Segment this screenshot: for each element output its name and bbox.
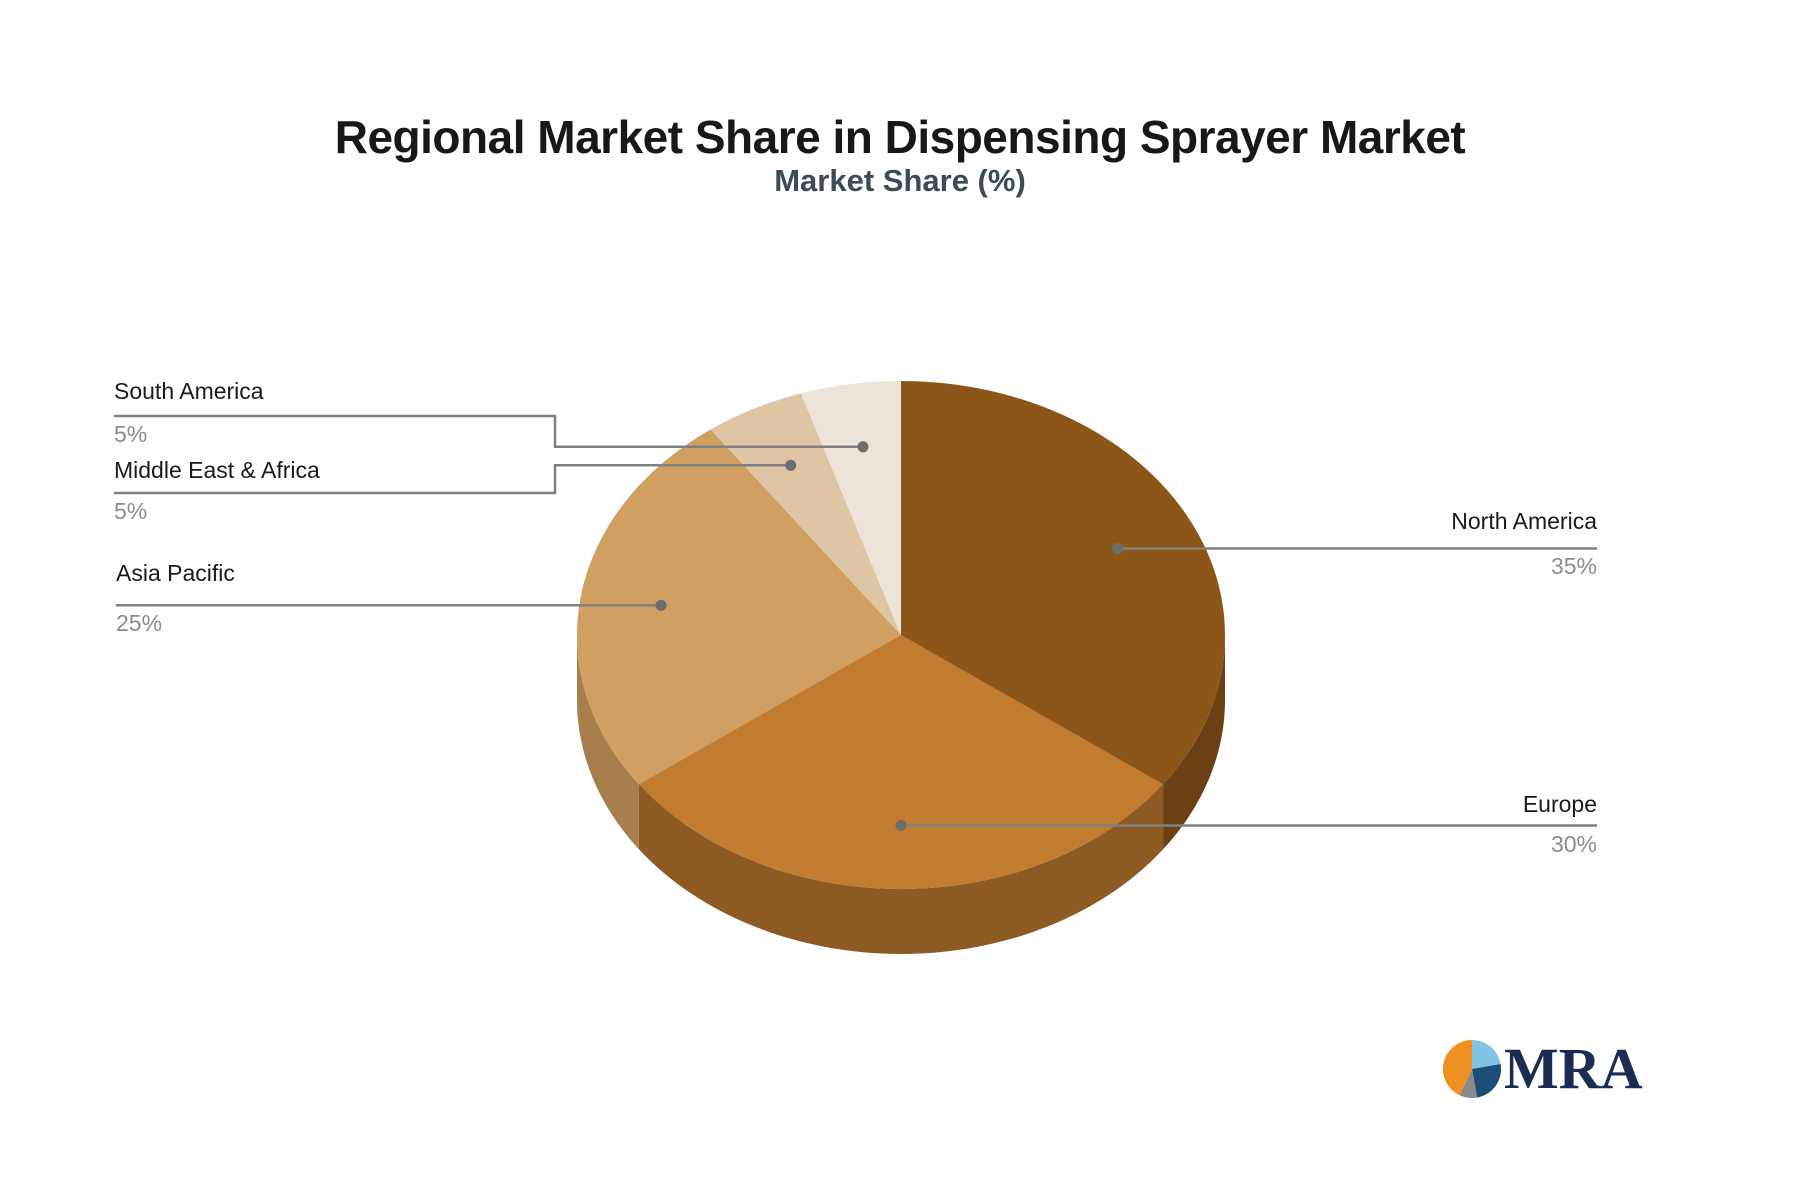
logo-wedge-gray — [1459, 1069, 1477, 1098]
slice-label-north-america: North America — [1451, 508, 1597, 534]
pie-slice-south-america[interactable] — [800, 380, 901, 635]
callout-line-south-america — [114, 414, 863, 449]
slice-value-south-america: 5% — [114, 421, 148, 447]
callout-south-america: South America 5% — [114, 378, 264, 448]
mra-logo: MRA — [1443, 1038, 1643, 1100]
slice-label-europe: Europe — [1522, 791, 1597, 817]
callout-dot-europe — [895, 820, 907, 831]
logo-wedge-orange — [1443, 1040, 1472, 1096]
pie-side-north-america — [1163, 635, 1225, 850]
pie-logo-icon — [1443, 1040, 1501, 1098]
pie-side-europe — [638, 784, 1164, 954]
pie-slice-middle-east-africa[interactable] — [710, 393, 901, 635]
chart-title: Regional Market Share in Dispensing Spra… — [334, 111, 1466, 163]
callout-middle-east-africa: Middle East & Africa 5% — [114, 457, 320, 525]
slice-label-asia-pacific: Asia Pacific — [116, 560, 235, 586]
callout-asia-pacific: Asia Pacific 25% — [116, 560, 235, 637]
slice-label-south-america: South America — [114, 378, 264, 404]
callout-dot-south-america — [857, 441, 869, 453]
slice-value-middle-east-africa: 5% — [114, 498, 148, 524]
slice-value-europe: 30% — [1550, 831, 1597, 857]
callout-dot-north-america — [1112, 543, 1123, 554]
slice-label-middle-east-africa: Middle East & Africa — [114, 457, 320, 483]
callout-line-middle-east-africa — [114, 464, 791, 495]
mra-logo-text: MRA — [1504, 1036, 1643, 1101]
slice-value-asia-pacific: 25% — [116, 610, 163, 636]
callout-dot-asia-pacific — [655, 599, 667, 611]
pie-slice-asia-pacific[interactable] — [577, 429, 901, 785]
callout-dot-middle-east-africa — [785, 459, 797, 471]
callout-north-america: North America 35% — [1451, 508, 1597, 580]
pie-side-asia-pacific — [577, 635, 639, 850]
chart-subtitle: Market Share (%) — [774, 163, 1026, 198]
callout-europe: Europe 30% — [1523, 791, 1597, 858]
slice-value-north-america: 35% — [1550, 553, 1597, 579]
logo-wedge-navy — [1472, 1064, 1501, 1098]
pie-slice-north-america[interactable] — [901, 381, 1225, 785]
logo-wedge-blue — [1472, 1040, 1501, 1069]
